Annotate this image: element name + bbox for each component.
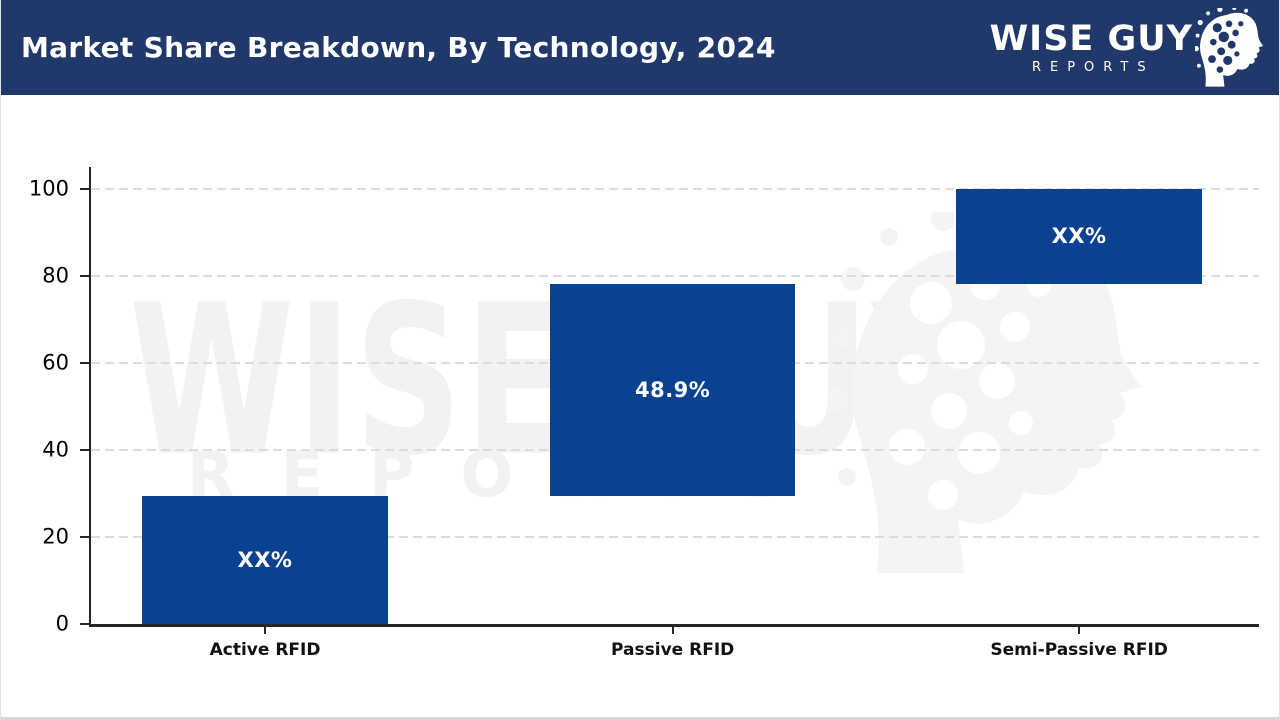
- y-tick-40: [80, 448, 89, 451]
- y-tick-0: [80, 623, 89, 625]
- y-tick-60: [80, 361, 89, 364]
- y-tick-label-80: 80: [42, 263, 69, 288]
- header-bar: Market Share Breakdown, By Technology, 2…: [1, 0, 1279, 95]
- gridline-100: [91, 187, 1259, 190]
- y-tick-label-60: 60: [42, 350, 69, 375]
- y-tick-20: [80, 535, 89, 538]
- x-tick-label-active-rfid: Active RFID: [209, 640, 321, 660]
- x-tick-label-semi-passive-rfid: Semi-Passive RFID: [990, 640, 1168, 660]
- bar-semi-passive-rfid: XX%: [956, 188, 1202, 284]
- y-tick-label-20: 20: [42, 524, 69, 549]
- x-tick-passive-rfid: [671, 627, 674, 634]
- bar-label-passive-rfid: 48.9%: [634, 378, 711, 403]
- gridline-20: [91, 535, 1259, 538]
- bar-label-semi-passive-rfid: XX%: [1051, 224, 1107, 249]
- logo-face-icon: [1195, 8, 1264, 87]
- bar-active-rfid: XX%: [142, 496, 388, 624]
- x-tick-label-passive-rfid: Passive RFID: [611, 640, 735, 660]
- y-tick-100: [80, 187, 89, 190]
- x-tick-semi-passive-rfid: [1078, 627, 1081, 634]
- gridline-80: [91, 274, 1259, 277]
- wise-guy-logo: WISE GUY REPORTS: [990, 6, 1267, 90]
- y-tick-label-0: 0: [55, 611, 69, 636]
- chart-title: Market Share Breakdown, By Technology, 2…: [21, 31, 776, 64]
- bar-label-active-rfid: XX%: [237, 548, 293, 573]
- plot-area: 0 20 40 60 80 100 XX% Active RFID 48.9% Passive R…: [29, 167, 1259, 660]
- logo-subtitle: REPORTS: [1031, 60, 1155, 75]
- y-tick-label-40: 40: [42, 437, 69, 462]
- y-tick-80: [80, 274, 89, 277]
- y-tick-label-100: 100: [28, 176, 69, 201]
- logo-text: WISE GUY REPORTS: [989, 19, 1193, 75]
- bar-passive-rfid: 48.9%: [550, 283, 796, 497]
- x-tick-active-rfid: [264, 627, 267, 634]
- logo-wordmark: WISE GUY: [989, 19, 1193, 59]
